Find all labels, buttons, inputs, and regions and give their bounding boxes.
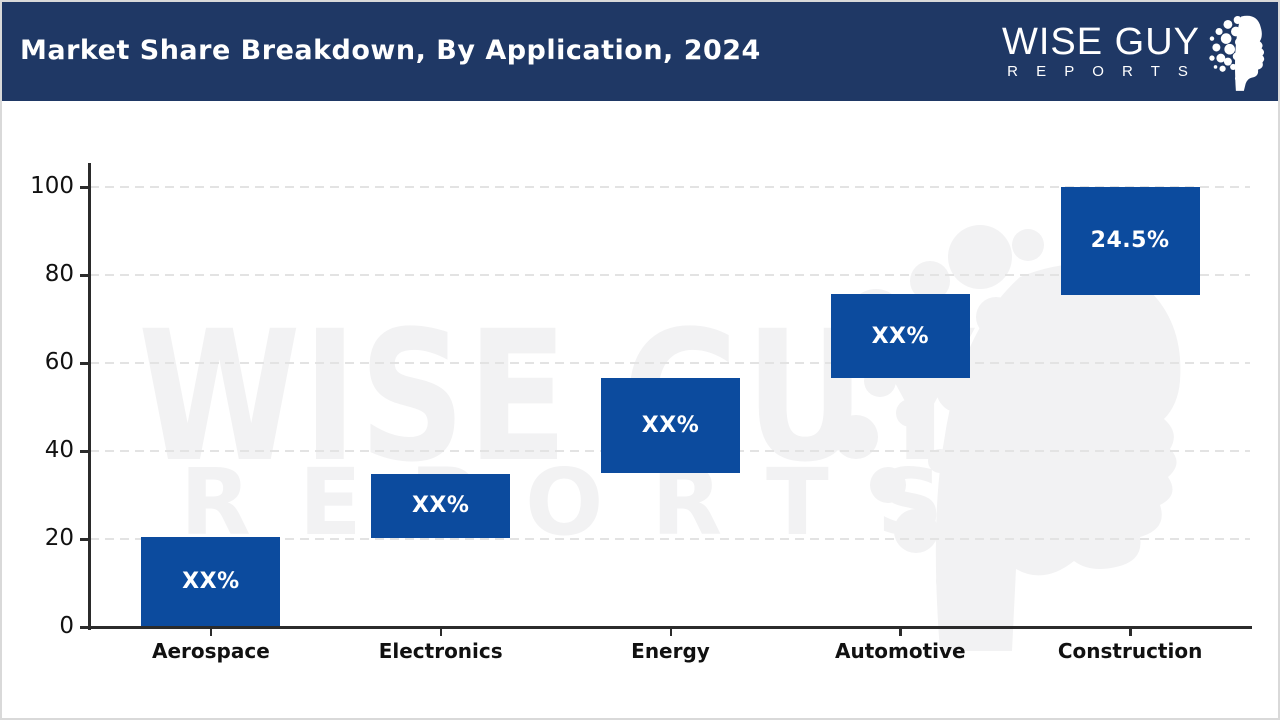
logo-reports-text: R E P O R T S — [1007, 62, 1195, 80]
bar-value-label: XX% — [411, 493, 470, 519]
y-tick — [80, 274, 88, 277]
x-category-label: Energy — [631, 639, 710, 663]
bar: 24.5% — [1060, 187, 1200, 295]
bar: XX% — [830, 294, 970, 378]
y-tick — [80, 450, 88, 453]
logo-head-icon — [1209, 15, 1265, 91]
y-tick — [80, 626, 88, 629]
y-tick-label: 0 — [59, 613, 74, 639]
bar: XX% — [601, 377, 740, 473]
x-axis — [86, 626, 1252, 629]
header-bar: Market Share Breakdown, By Application, … — [0, 0, 1280, 101]
y-tick-label: 40 — [44, 437, 74, 463]
x-category-label: Construction — [1057, 639, 1203, 663]
logo: WISE GUY R E P O R T S — [1002, 6, 1266, 96]
bar-value-label: 24.5% — [1090, 228, 1170, 254]
y-tick-label: 100 — [30, 173, 74, 199]
gridline — [90, 538, 1250, 540]
logo-wordmark: WISE GUY R E P O R T S — [1002, 22, 1200, 81]
y-axis — [88, 163, 91, 630]
x-tick — [669, 628, 672, 636]
y-tick — [80, 186, 88, 189]
x-category-label: Aerospace — [151, 639, 270, 663]
bar-value-label: XX% — [641, 412, 700, 438]
bar: XX% — [141, 536, 281, 627]
x-tick — [1129, 628, 1132, 636]
y-tick-label: 20 — [44, 525, 74, 551]
y-tick-label: 60 — [44, 349, 74, 375]
x-category-label: Electronics — [378, 639, 503, 663]
page-title: Market Share Breakdown, By Application, … — [20, 35, 761, 66]
y-tick — [80, 362, 88, 365]
logo-wiseguy-text: WISE GUY — [1001, 20, 1200, 63]
x-tick — [899, 628, 902, 636]
bar: XX% — [371, 473, 511, 538]
gridline — [90, 274, 1250, 276]
bar-value-label: XX% — [871, 323, 930, 349]
gridline — [90, 186, 1250, 188]
y-tick-label: 80 — [44, 261, 74, 287]
x-tick — [209, 628, 213, 636]
gridline — [90, 362, 1250, 364]
x-tick — [439, 628, 443, 636]
y-tick — [80, 538, 88, 541]
chart-area: WISE GUY REPORTS 0 20 40 60 80 100 XX% Aerospac… — [0, 101, 1280, 720]
bar-value-label: XX% — [182, 569, 240, 595]
x-category-label: Automotive — [834, 639, 966, 663]
